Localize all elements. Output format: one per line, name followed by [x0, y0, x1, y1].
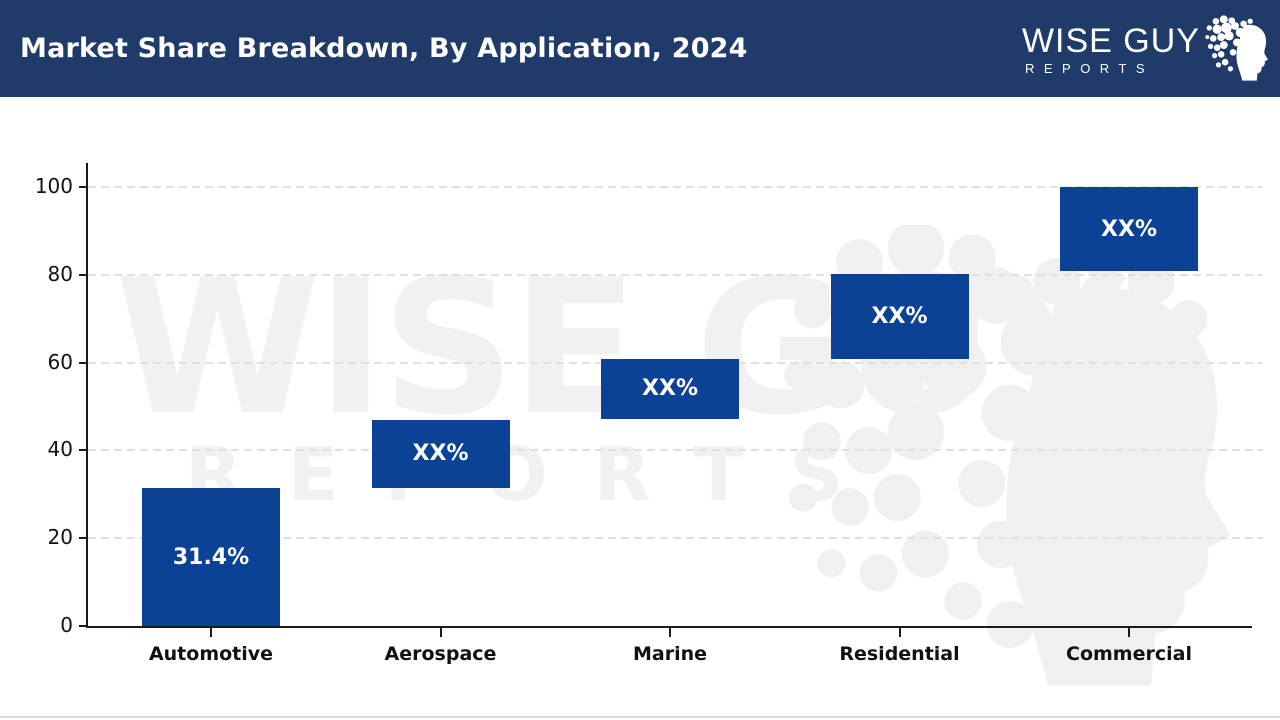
brand-name: WISE GUY — [1021, 21, 1200, 60]
bar-value-label: 31.4% — [172, 544, 250, 570]
bar-marine: XX% — [601, 359, 739, 419]
x-category-label: Aerospace — [384, 643, 497, 665]
x-axis — [86, 626, 1252, 628]
x-category-label: Commercial — [1066, 643, 1192, 665]
bar-value-label: XX% — [642, 376, 698, 402]
brand-subtitle: REPORTS — [1024, 60, 1155, 76]
brand-logo: WISE GUY REPORTS — [1022, 6, 1270, 92]
y-tick-40 — [79, 449, 88, 452]
y-tick-80 — [79, 273, 88, 276]
y-tick-20 — [79, 537, 88, 540]
bar-value-label: XX% — [871, 304, 928, 329]
y-axis — [86, 163, 88, 628]
y-tick-label-20: 20 — [47, 525, 73, 550]
x-category-label: Automotive — [148, 643, 274, 665]
gridline-40 — [88, 449, 1263, 452]
bar-commercial: XX% — [1060, 187, 1198, 272]
bar-aerospace: XX% — [371, 419, 510, 489]
header-band: Market Share Breakdown, By Application, … — [0, 0, 1280, 97]
page-title: Market Share Breakdown, By Application, … — [20, 33, 748, 64]
y-tick-label-0: 0 — [60, 613, 73, 637]
head-profile-logo-icon — [1205, 15, 1269, 81]
bar-value-label: XX% — [412, 441, 469, 467]
x-tick-automotive — [210, 628, 212, 637]
y-tick-60 — [79, 361, 88, 364]
x-tick-commercial — [1128, 628, 1130, 637]
bar-value-label: XX% — [1101, 216, 1157, 242]
gridline-100 — [88, 186, 1263, 188]
y-tick-label-80: 80 — [47, 261, 73, 286]
y-tick-label-40: 40 — [47, 437, 73, 462]
plot-area: 0 20 40 60 80 100 31.4% Automotive XX% Aerospace X… — [0, 97, 1280, 717]
y-tick-label-100: 100 — [34, 174, 73, 198]
bar-residential: XX% — [830, 273, 969, 360]
y-tick-0 — [79, 625, 88, 627]
x-tick-marine — [669, 628, 671, 637]
x-category-label: Residential — [839, 643, 960, 665]
y-tick-100 — [79, 186, 88, 188]
gridline-20 — [88, 537, 1263, 540]
y-tick-label-60: 60 — [47, 349, 73, 374]
gridline-80 — [88, 273, 1263, 276]
x-tick-residential — [898, 628, 901, 637]
x-category-label: Marine — [632, 643, 708, 665]
x-tick-aerospace — [439, 628, 442, 637]
bottom-divider — [0, 716, 1280, 718]
bar-automotive: 31.4% — [142, 488, 280, 626]
brand-logo-text: WISE GUY REPORTS — [1022, 24, 1200, 75]
